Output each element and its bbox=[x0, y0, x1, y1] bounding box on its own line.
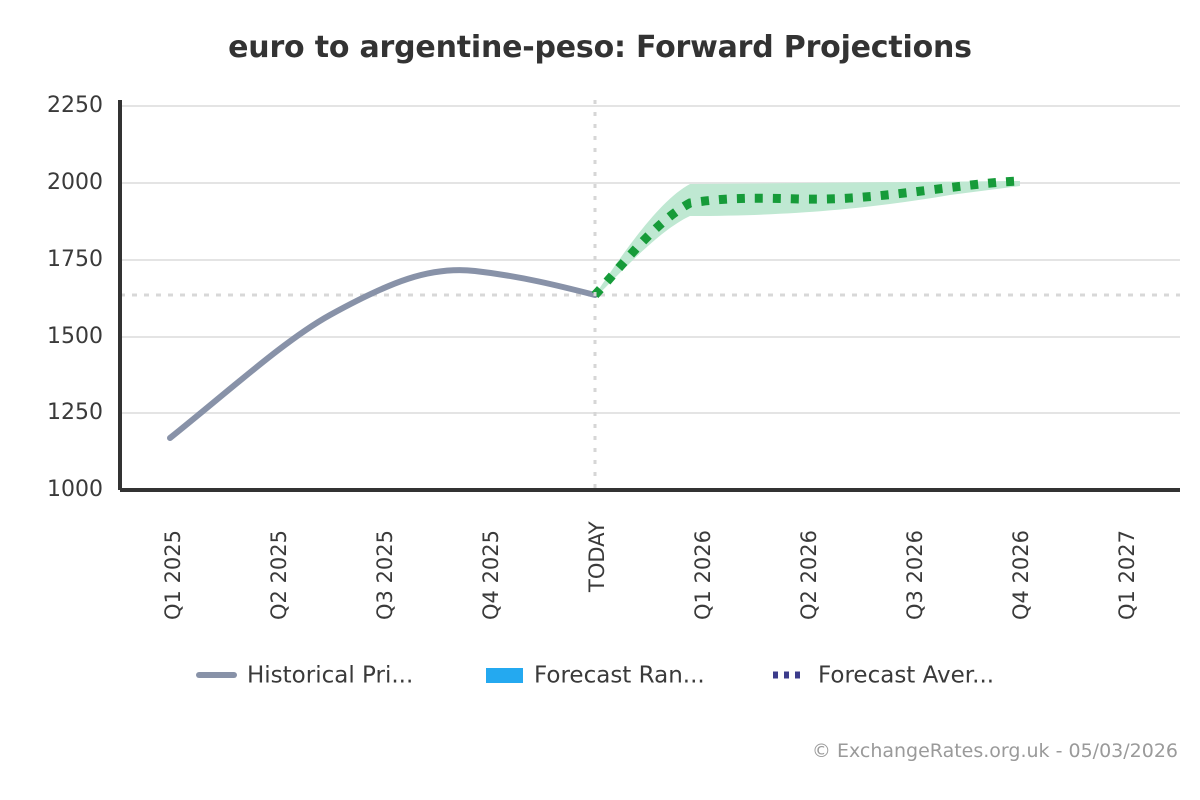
y-tick-label: 2250 bbox=[47, 93, 103, 118]
y-axis-tick-labels: 2250 2000 1750 1500 1250 1000 bbox=[47, 93, 103, 502]
x-tick-label: Q1 2027 bbox=[1115, 530, 1139, 620]
legend-swatch-forecast-range bbox=[486, 668, 523, 683]
forecast-average-line bbox=[591, 176, 1021, 299]
legend-label-historical: Historical Pri... bbox=[247, 663, 413, 689]
x-tick-label: Q3 2026 bbox=[903, 530, 927, 620]
x-tick-label: Q1 2025 bbox=[161, 530, 185, 620]
y-tick-label: 1500 bbox=[47, 324, 103, 349]
x-tick-label: Q4 2025 bbox=[479, 530, 503, 620]
page-title: euro to argentine-peso: Forward Projecti… bbox=[228, 30, 972, 65]
copyright-credit: © ExchangeRates.org.uk - 05/03/2026 bbox=[811, 740, 1178, 762]
y-tick-label: 1250 bbox=[47, 400, 103, 425]
y-gridlines bbox=[120, 105, 1180, 414]
y-tick-label: 1750 bbox=[47, 247, 103, 272]
y-tick-label: 1000 bbox=[47, 477, 103, 502]
x-axis-tick-labels: Q1 2025 Q2 2025 Q3 2025 Q4 2025 TODAY Q1… bbox=[161, 521, 1139, 620]
legend-label-forecast-average: Forecast Aver... bbox=[818, 663, 994, 689]
forecast-range-band bbox=[595, 181, 1020, 298]
chart-legend: Historical Pri... Forecast Ran... Foreca… bbox=[196, 663, 994, 689]
legend-label-forecast-range: Forecast Ran... bbox=[534, 663, 705, 689]
x-tick-label: TODAY bbox=[585, 521, 609, 593]
legend-item-historical-price[interactable]: Historical Pri... bbox=[196, 663, 413, 689]
x-tick-label: Q3 2025 bbox=[373, 530, 397, 620]
x-tick-label: Q2 2025 bbox=[267, 530, 291, 620]
y-tick-label: 2000 bbox=[47, 170, 103, 195]
legend-item-forecast-range[interactable]: Forecast Ran... bbox=[486, 663, 705, 689]
x-tick-label: Q4 2026 bbox=[1009, 530, 1033, 620]
x-tick-label: Q1 2026 bbox=[691, 530, 715, 620]
historical-price-line bbox=[167, 267, 598, 441]
x-tick-label: Q2 2026 bbox=[797, 530, 821, 620]
legend-item-forecast-average[interactable]: Forecast Aver... bbox=[773, 663, 994, 689]
